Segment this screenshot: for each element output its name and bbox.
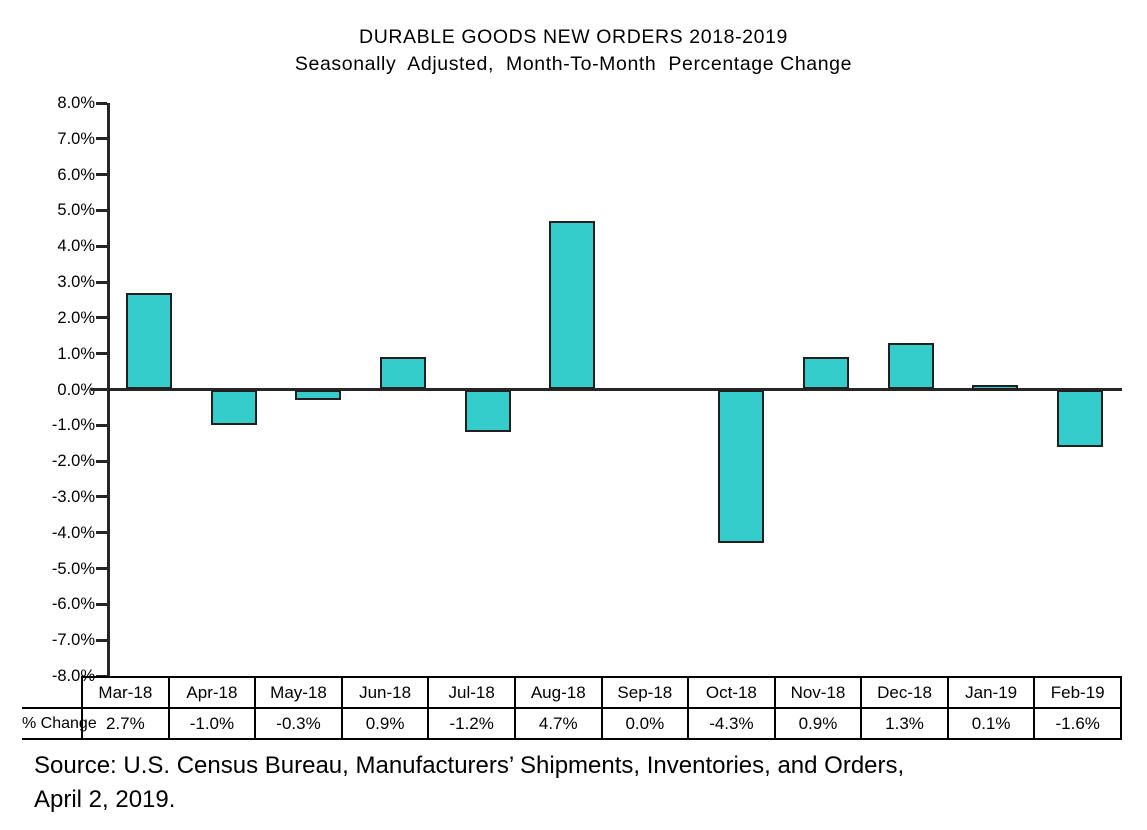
table-header-cell: Apr-18	[167, 676, 257, 709]
y-axis-tick-label: -5.0%	[51, 559, 95, 578]
y-axis-tick-label: -6.0%	[51, 595, 95, 614]
table-value-cell: -1.6%	[1033, 707, 1122, 740]
table-header-cell: Mar-18	[81, 676, 170, 709]
bar-jun-18	[380, 357, 427, 390]
bar-nov-18	[802, 357, 849, 390]
bar-mar-18	[126, 292, 173, 390]
table-header-cell: Nov-18	[773, 676, 863, 709]
chart-title: DURABLE GOODS NEW ORDERS 2018-2019	[359, 26, 788, 48]
y-axis-tick	[96, 674, 107, 678]
table-row-values: % Change 2.7% -1.0% -0.3% 0.9% -1.2% 4.7% 0.0%…	[22, 707, 1122, 740]
y-axis-tick-label: -1.0%	[51, 416, 95, 435]
table-header-cell: Sep-18	[600, 676, 690, 709]
table-value-cell: 4.7%	[513, 707, 603, 740]
table-value-cell: -0.3%	[254, 707, 343, 740]
y-axis-tick	[96, 101, 107, 105]
table-header-cell: Feb-19	[1033, 676, 1122, 709]
table-row-headers: Mar-18 Apr-18 May-18 Jun-18 Jul-18 Aug-18 Sep-…	[22, 676, 1122, 709]
table-header-cell: Jan-19	[946, 676, 1036, 709]
y-axis-tick-label: 0.0%	[57, 380, 95, 399]
y-axis-tick-label: 6.0%	[57, 165, 95, 184]
table-header-cell: Jul-18	[427, 676, 516, 709]
table-header-cell: Aug-18	[513, 676, 603, 709]
y-axis-tick	[96, 244, 107, 248]
data-table: Mar-18 Apr-18 May-18 Jun-18 Jul-18 Aug-18 Sep-…	[22, 676, 1122, 740]
zero-baseline	[107, 388, 1122, 391]
y-axis-tick-label: -3.0%	[51, 487, 95, 506]
bar-apr-18	[210, 389, 257, 426]
table-header-cell: Oct-18	[687, 676, 776, 709]
y-axis-tick	[96, 459, 107, 463]
source-note: Source: U.S. Census Bureau, Manufacturer…	[34, 752, 905, 813]
y-axis-tick	[96, 531, 107, 535]
y-axis-tick-label: 5.0%	[57, 201, 95, 220]
y-axis-tick	[96, 423, 107, 427]
y-axis-tick	[96, 173, 107, 177]
table-value-cell: -1.0%	[167, 707, 257, 740]
y-axis-tick	[96, 638, 107, 642]
y-axis-tick	[96, 280, 107, 284]
y-axis-tick-label: 8.0%	[57, 94, 95, 112]
bar-feb-19	[1056, 389, 1103, 447]
table-header-cell: Jun-18	[340, 676, 430, 709]
table-header-cell: May-18	[254, 676, 343, 709]
y-axis-tick	[96, 208, 107, 212]
chart-title-block: DURABLE GOODS NEW ORDERS 2018-2019 Seaso…	[0, 24, 1147, 78]
table-value-cell: 1.3%	[860, 707, 949, 740]
table-value-cell: 0.9%	[773, 707, 863, 740]
table-value-cell: -1.2%	[427, 707, 516, 740]
table-row-label: % Change	[22, 708, 97, 740]
table-corner-cell	[22, 677, 83, 709]
y-axis-tick	[96, 495, 107, 499]
bar-dec-18	[887, 342, 934, 390]
y-axis-tick	[96, 352, 107, 356]
bar-aug-18	[549, 221, 596, 390]
y-axis-tick-label: 7.0%	[57, 129, 95, 148]
table-value-cell: 0.9%	[340, 707, 430, 740]
bar-oct-18	[718, 389, 765, 544]
table-value-cell: 0.0%	[600, 707, 690, 740]
y-axis-tick	[96, 316, 107, 320]
y-axis-tick	[96, 567, 107, 571]
y-axis-tick-label: 2.0%	[57, 308, 95, 327]
table-header-cell: Dec-18	[860, 676, 949, 709]
y-axis-tick	[96, 137, 107, 141]
bar-may-18	[295, 389, 342, 401]
y-axis-tick-label: 3.0%	[57, 273, 95, 292]
y-axis-labels: 8.0% 7.0% 6.0% 5.0% 4.0% 3.0% 2.0% 1.0% 0.0% -1.0…	[0, 95, 95, 685]
plot-area	[91, 101, 1122, 678]
bar-jan-19	[972, 384, 1019, 390]
table-value-cell: -4.3%	[687, 707, 776, 740]
y-axis-tick-label: -7.0%	[51, 631, 95, 650]
table-value-cell: 2.7%	[81, 707, 170, 740]
y-axis-tick-label: 1.0%	[57, 344, 95, 363]
chart-subtitle: Seasonally Adjusted, Month-To-Month Perc…	[294, 53, 853, 75]
table-value-cell: 0.1%	[946, 707, 1036, 740]
y-axis-tick-label: 4.0%	[57, 237, 95, 256]
y-axis-tick	[96, 602, 107, 606]
y-axis-tick-label: -4.0%	[51, 523, 95, 542]
y-axis-tick	[91, 388, 107, 391]
y-axis-tick-label: -2.0%	[51, 452, 95, 471]
bar-jul-18	[464, 389, 511, 433]
